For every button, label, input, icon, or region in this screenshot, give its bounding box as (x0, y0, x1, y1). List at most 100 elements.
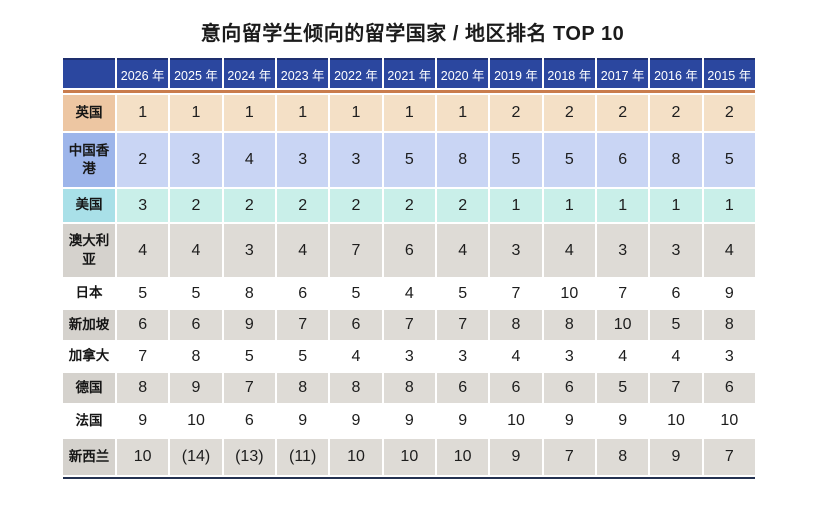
rank-cell: 2 (596, 95, 649, 131)
rank-cell: 8 (170, 342, 222, 371)
rank-cell: 8 (650, 133, 702, 187)
rank-cell: 2 (170, 189, 222, 222)
rank-cell: 2 (703, 95, 755, 131)
rank-cell: 2 (330, 189, 382, 222)
rank-cell: 7 (703, 439, 755, 475)
rank-cell: 3 (223, 224, 275, 277)
rank-cell: 5 (596, 373, 649, 403)
rank-cell: (14) (170, 439, 222, 475)
country-label-cell: 德国 (63, 373, 115, 403)
year-header-cell: 2015 年 (703, 58, 755, 88)
rank-cell: 10 (703, 405, 755, 437)
rank-cell: 3 (170, 133, 222, 187)
rank-cell: 3 (650, 224, 702, 277)
rank-cell: 4 (490, 342, 542, 371)
rank-cell: 2 (436, 189, 489, 222)
rank-cell: 8 (117, 373, 169, 403)
rank-cell: 9 (170, 373, 222, 403)
year-header-cell: 2019 年 (490, 58, 542, 88)
rank-cell: 10 (117, 439, 169, 475)
rank-cell: (13) (223, 439, 275, 475)
rank-cell: 6 (170, 310, 222, 340)
rank-cell: 1 (223, 95, 275, 131)
rank-cell: 6 (543, 373, 595, 403)
rank-cell: 7 (436, 310, 489, 340)
rank-cell: 6 (223, 405, 275, 437)
rank-cell: 1 (117, 95, 169, 131)
rank-cell: 2 (276, 189, 329, 222)
rank-cell: 5 (490, 133, 542, 187)
rank-cell: 9 (330, 405, 382, 437)
rank-cell: 6 (436, 373, 489, 403)
rank-cell: 6 (596, 133, 649, 187)
rank-cell: 8 (330, 373, 382, 403)
rank-cell: 4 (703, 224, 755, 277)
rank-cell: 5 (543, 133, 595, 187)
rank-cell: 1 (596, 189, 649, 222)
rank-cell: 10 (490, 405, 542, 437)
year-header-cell: 2026 年 (117, 58, 169, 88)
rank-cell: 5 (436, 279, 489, 308)
rank-cell: 4 (330, 342, 382, 371)
rank-cell: 4 (170, 224, 222, 277)
rank-cell: 6 (383, 224, 435, 277)
rank-cell: 1 (543, 189, 595, 222)
rank-cell: 6 (490, 373, 542, 403)
rank-cell: 9 (223, 310, 275, 340)
rank-cell: 5 (117, 279, 169, 308)
rank-cell: 3 (330, 133, 382, 187)
rank-cell: 7 (383, 310, 435, 340)
rank-cell: 5 (223, 342, 275, 371)
rank-cell: 3 (276, 133, 329, 187)
ranking-table: 2026 年 2025 年 2024 年 2023 年 2022 年 2021 年 2020… (63, 58, 755, 479)
country-label-cell: 中国香港 (63, 133, 115, 187)
rank-cell: 9 (383, 405, 435, 437)
rank-cell: 4 (596, 342, 649, 371)
rank-cell: 5 (330, 279, 382, 308)
year-header-cell: 2022 年 (330, 58, 382, 88)
rank-cell: 1 (383, 95, 435, 131)
rank-cell: 5 (276, 342, 329, 371)
rank-cell: 7 (596, 279, 649, 308)
rank-cell: 4 (650, 342, 702, 371)
rank-cell: 6 (703, 373, 755, 403)
year-header-cell: 2020 年 (436, 58, 489, 88)
accent-divider (63, 90, 755, 93)
rank-cell: 3 (703, 342, 755, 371)
rank-cell: 3 (490, 224, 542, 277)
rank-cell: 2 (490, 95, 542, 131)
country-label-cell: 新西兰 (63, 439, 115, 475)
rank-cell: 2 (650, 95, 702, 131)
rank-cell: 10 (330, 439, 382, 475)
rank-cell: 8 (223, 279, 275, 308)
rank-cell: 6 (330, 310, 382, 340)
rank-cell: 8 (703, 310, 755, 340)
rank-cell: 4 (117, 224, 169, 277)
rank-cell: 2 (383, 189, 435, 222)
rank-cell: 9 (436, 405, 489, 437)
rank-cell: 8 (383, 373, 435, 403)
year-header-cell: 2018 年 (543, 58, 595, 88)
rank-cell: 1 (436, 95, 489, 131)
rank-cell: 7 (490, 279, 542, 308)
rank-cell: 5 (170, 279, 222, 308)
rank-cell: 2 (117, 133, 169, 187)
rank-cell: 5 (383, 133, 435, 187)
rank-cell: 1 (276, 95, 329, 131)
rank-cell: 1 (330, 95, 382, 131)
rank-cell: 9 (276, 405, 329, 437)
rank-cell: 10 (383, 439, 435, 475)
rank-cell: 1 (703, 189, 755, 222)
rank-cell: 4 (276, 224, 329, 277)
rank-cell: 4 (223, 133, 275, 187)
country-label-cell: 法国 (63, 405, 115, 437)
corner-header-cell (63, 58, 115, 88)
rank-cell: 7 (330, 224, 382, 277)
rank-cell: 5 (703, 133, 755, 187)
rank-cell: 9 (543, 405, 595, 437)
rank-cell: 1 (170, 95, 222, 131)
rank-cell: 7 (276, 310, 329, 340)
rank-cell: 5 (650, 310, 702, 340)
rank-cell: 8 (436, 133, 489, 187)
